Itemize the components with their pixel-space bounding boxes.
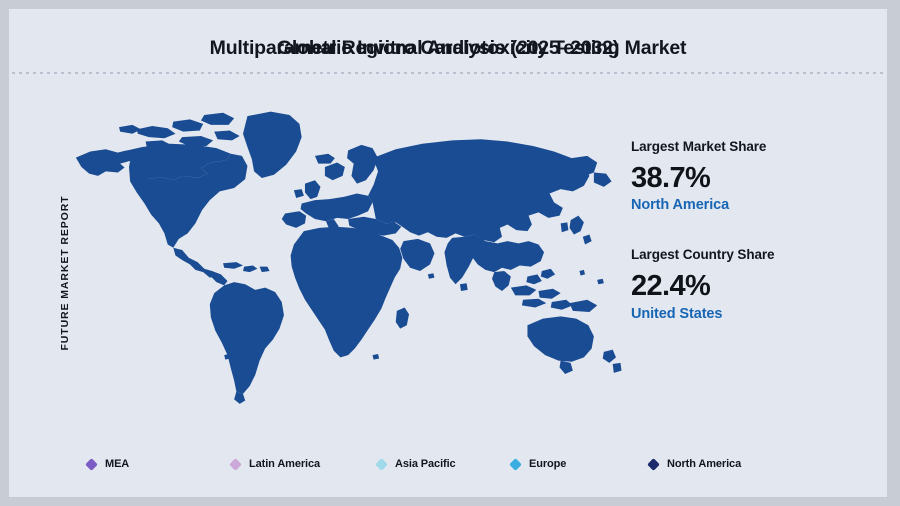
page-title-overlap: Global Regional Analysis (2025–2032)	[276, 37, 620, 59]
legend-item-latin-america: Latin America	[229, 447, 321, 481]
legend-label: Asia Pacific	[395, 458, 456, 470]
legend-item-north-america: North America	[647, 447, 742, 481]
stat-block-country-share: Largest Country Share 22.4% United State…	[631, 247, 881, 321]
legend-label: North America	[667, 458, 742, 470]
stat-region: North America	[631, 197, 730, 214]
title-area: Multiparametric Invitro Cardiotoxicity T…	[9, 9, 887, 71]
stat-label: Largest Country Share	[631, 247, 775, 263]
legend-label: Latin America	[249, 458, 321, 470]
legend-marker-icon	[229, 457, 242, 471]
infographic-card: Multiparametric Invitro Cardiotoxicity T…	[9, 9, 887, 497]
stat-value: 22.4%	[631, 270, 711, 303]
legend-marker-icon	[375, 457, 388, 471]
world-map-svg	[75, 111, 622, 404]
legend-item-asia-pacific: Asia Pacific	[375, 447, 456, 481]
page-title: Multiparametric Invitro Cardiotoxicity T…	[9, 37, 887, 60]
stats-panel: Largest Market Share 38.7% North America…	[631, 139, 881, 356]
legend-label: MEA	[105, 458, 130, 470]
page-title-primary: Multiparametric Invitro Cardiotoxicity T…	[209, 37, 687, 59]
stat-block-market-share: Largest Market Share 38.7% North America	[631, 139, 881, 213]
title-divider	[12, 72, 884, 74]
legend-item-europe: Europe	[509, 447, 567, 481]
map-landmasses	[75, 111, 622, 404]
stat-region: United States	[631, 305, 723, 322]
stat-value: 38.7%	[631, 162, 711, 194]
world-map	[64, 105, 624, 421]
legend-marker-icon	[85, 457, 98, 471]
legend-marker-icon	[647, 457, 660, 471]
legend-marker-icon	[509, 457, 522, 471]
chart-legend: MEA Latin America Asia Pacific Europe No…	[85, 447, 787, 481]
legend-item-mea: MEA	[85, 447, 130, 481]
stat-label: Largest Market Share	[631, 139, 767, 154]
legend-label: Europe	[529, 458, 567, 470]
